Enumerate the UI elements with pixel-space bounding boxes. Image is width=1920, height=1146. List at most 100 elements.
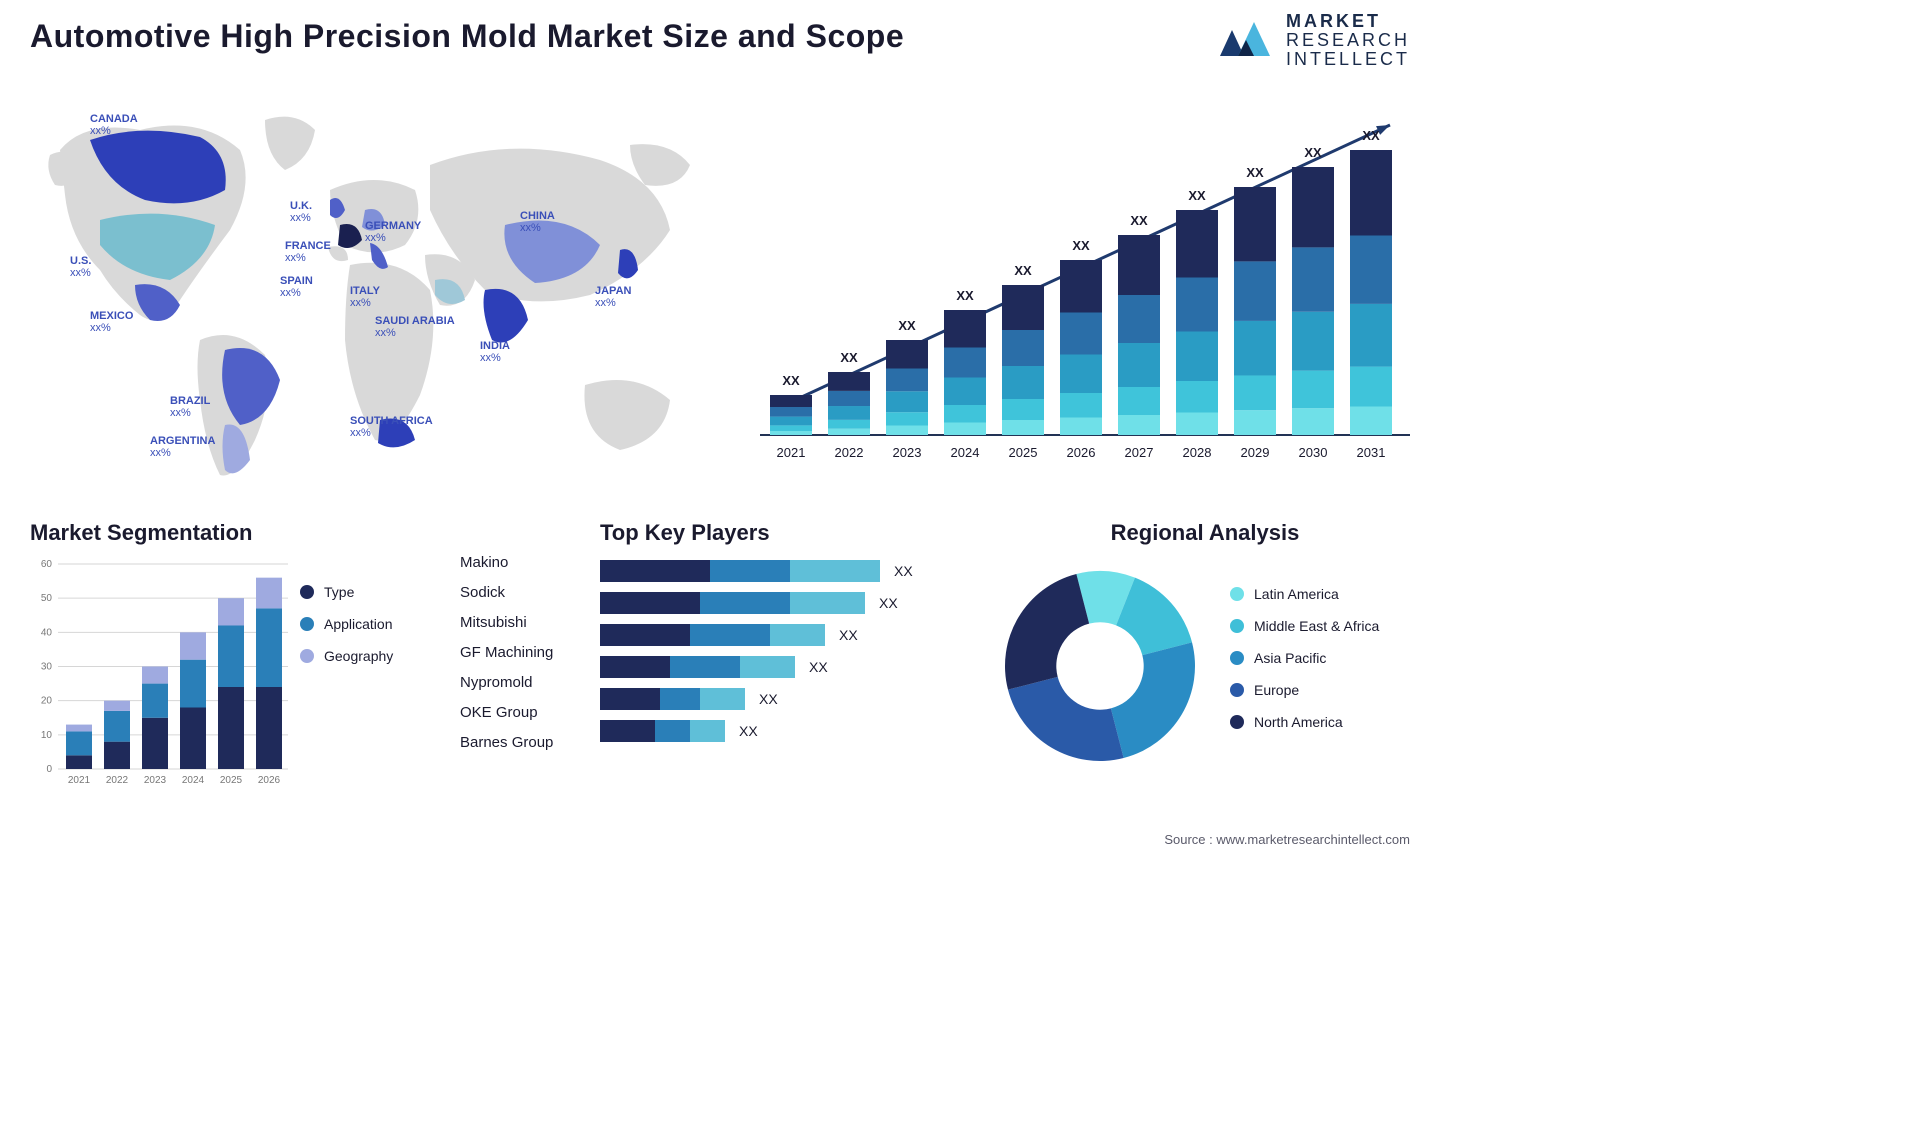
legend-dot-icon [1230,715,1244,729]
tkp-bar-segment [600,720,655,742]
tkp-bar-segment [700,592,790,614]
tkp-bar-segment [670,656,740,678]
brand-logo: MARKET RESEARCH INTELLECT [1218,12,1410,69]
brand-line-2: RESEARCH [1286,31,1410,50]
map-country-label: U.S.xx% [70,255,91,279]
page-title: Automotive High Precision Mold Market Si… [30,18,904,55]
svg-text:2024: 2024 [951,445,980,460]
svg-text:XX: XX [1188,188,1206,203]
tkp-row: XX [600,624,970,646]
source-attribution: Source : www.marketresearchintellect.com [1164,832,1410,847]
world-map-region: CANADAxx%U.S.xx%MEXICOxx%BRAZILxx%ARGENT… [30,95,710,495]
tkp-row: XX [600,688,970,710]
tkp-value-label: XX [839,627,858,643]
brand-logo-icon [1218,16,1276,64]
tkp-bar [600,560,880,582]
legend-dot-icon [300,649,314,663]
tkp-bar-segment [600,656,670,678]
brand-logo-text: MARKET RESEARCH INTELLECT [1286,12,1410,69]
svg-text:XX: XX [898,318,916,333]
svg-text:20: 20 [41,696,53,707]
svg-text:XX: XX [840,350,858,365]
player-list-item: Mitsubishi [460,608,590,638]
svg-text:XX: XX [956,288,974,303]
player-list-item: Sodick [460,578,590,608]
svg-text:XX: XX [1072,238,1090,253]
tkp-bar [600,624,825,646]
legend-item: Latin America [1230,586,1379,602]
tkp-row: XX [600,560,970,582]
svg-text:2023: 2023 [144,775,167,786]
tkp-row: XX [600,592,970,614]
svg-text:2025: 2025 [220,775,243,786]
tkp-bar-segment [790,592,865,614]
tkp-bar-segment [600,560,710,582]
svg-text:60: 60 [41,559,53,570]
tkp-bar [600,720,725,742]
svg-text:2031: 2031 [1357,445,1386,460]
tkp-value-label: XX [879,595,898,611]
tkp-bar-segment [600,592,700,614]
svg-text:2030: 2030 [1299,445,1328,460]
map-country-label: U.K.xx% [290,200,312,224]
svg-text:2025: 2025 [1009,445,1038,460]
segmentation-legend: TypeApplicationGeography [300,584,393,794]
svg-text:2027: 2027 [1125,445,1154,460]
legend-dot-icon [300,617,314,631]
svg-text:2026: 2026 [1067,445,1096,460]
tkp-bar-segment [690,624,770,646]
map-country-label: CHINAxx% [520,210,555,234]
regional-analysis-heading: Regional Analysis [990,520,1420,546]
svg-text:2024: 2024 [182,775,205,786]
svg-text:2021: 2021 [777,445,806,460]
forecast-chart: XX2021XX2022XX2023XX2024XX2025XX2026XX20… [760,95,1410,475]
tkp-bar-segment [690,720,725,742]
svg-text:2028: 2028 [1183,445,1212,460]
top-key-players-section: Top Key Players XXXXXXXXXXXX [600,520,970,810]
legend-label: Geography [324,648,393,664]
brand-line-1: MARKET [1286,12,1410,31]
tkp-bar [600,656,795,678]
map-country-label: INDIAxx% [480,340,510,364]
segmentation-chart: 0102030405060202120222023202420252026 [30,554,290,794]
legend-dot-icon [1230,587,1244,601]
tkp-bar-segment [600,624,690,646]
legend-item: Type [300,584,393,600]
legend-dot-icon [1230,619,1244,633]
map-country-label: BRAZILxx% [170,395,210,419]
map-country-label: MEXICOxx% [90,310,133,334]
svg-text:XX: XX [782,373,800,388]
legend-dot-icon [1230,651,1244,665]
player-list-item: GF Machining [460,638,590,668]
svg-text:XX: XX [1304,145,1322,160]
tkp-value-label: XX [809,659,828,675]
legend-dot-icon [300,585,314,599]
map-country-label: SAUDI ARABIAxx% [375,315,455,339]
market-segmentation-section: Market Segmentation 01020304050602021202… [30,520,450,810]
map-country-label: SOUTH AFRICAxx% [350,415,433,439]
svg-text:50: 50 [41,593,53,604]
tkp-bar-segment [655,720,690,742]
legend-label: Europe [1254,682,1299,698]
svg-text:10: 10 [41,730,53,741]
legend-item: Europe [1230,682,1379,698]
segmentation-heading: Market Segmentation [30,520,450,546]
key-players-list: MakinoSodickMitsubishiGF MachiningNyprom… [460,548,590,758]
player-list-item: OKE Group [460,698,590,728]
map-country-label: JAPANxx% [595,285,631,309]
svg-text:2026: 2026 [258,775,281,786]
legend-item: Middle East & Africa [1230,618,1379,634]
legend-label: North America [1254,714,1343,730]
svg-text:0: 0 [46,764,52,775]
tkp-bar-segment [790,560,880,582]
svg-text:2022: 2022 [106,775,129,786]
regional-analysis-legend: Latin America Middle East & Africa Asia Pa… [1230,586,1379,746]
legend-label: Middle East & Africa [1254,618,1379,634]
svg-text:XX: XX [1362,128,1380,143]
legend-label: Asia Pacific [1254,650,1326,666]
svg-text:2021: 2021 [68,775,91,786]
svg-text:XX: XX [1246,165,1264,180]
player-list-item: Nypromold [460,668,590,698]
player-list-item: Makino [460,548,590,578]
svg-text:30: 30 [41,662,53,673]
